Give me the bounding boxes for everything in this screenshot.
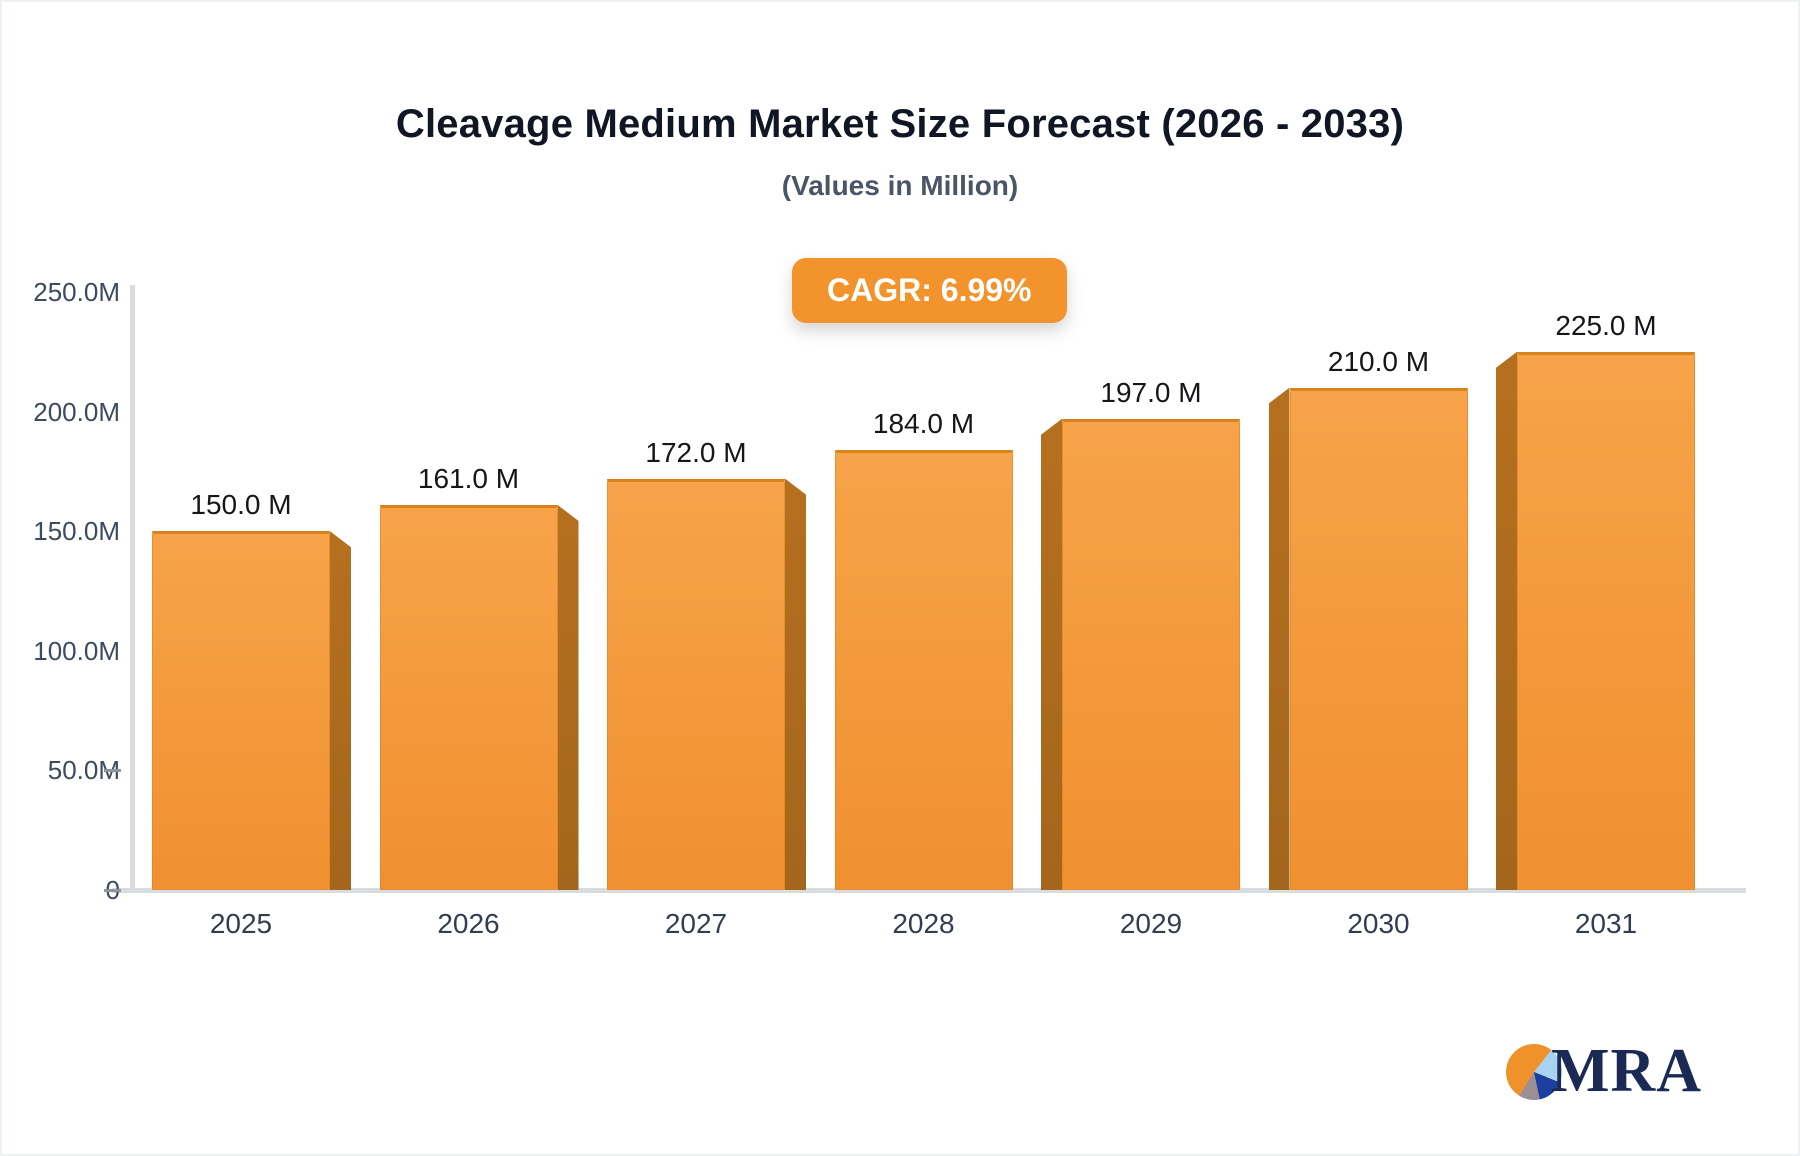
x-axis-line xyxy=(112,888,1746,893)
bar-value-label: 150.0 M xyxy=(190,489,292,521)
bar-3d-side xyxy=(1041,418,1062,890)
cagr-badge: CAGR: 6.99% xyxy=(792,258,1067,323)
y-axis-tick-label: 200.0M xyxy=(33,396,120,427)
y-axis-tick-label: 250.0M xyxy=(33,277,120,307)
bar-value-label: 197.0 M xyxy=(1100,376,1202,408)
y-axis-tick-label: 150.0M xyxy=(33,516,120,547)
x-axis-category-label: 2028 xyxy=(892,908,955,939)
x-axis-category-label: 2025 xyxy=(209,908,273,939)
bar-face[interactable] xyxy=(1517,351,1695,890)
bar-3d-side xyxy=(330,531,351,890)
bar-face[interactable] xyxy=(1289,387,1468,890)
x-axis-category-label: 2030 xyxy=(1347,908,1410,939)
bar-face[interactable] xyxy=(834,449,1013,890)
y-axis-tick-label: 0 xyxy=(2,875,120,905)
chart-title: Cleavage Medium Market Size Forecast (20… xyxy=(395,102,1405,146)
bar-face[interactable] xyxy=(379,504,558,890)
bar-3d-side xyxy=(1496,351,1517,890)
x-axis-category-label: 2027 xyxy=(664,908,728,939)
bar-face[interactable] xyxy=(607,478,785,890)
pie-chart-logo-icon xyxy=(1506,1044,1562,1100)
bar-3d-side xyxy=(1268,387,1290,890)
bar-face[interactable] xyxy=(1062,418,1240,890)
bar-3d-side xyxy=(785,478,806,890)
y-axis-tick-label: 100.0M xyxy=(33,635,120,666)
bar-value-label: 161.0 M xyxy=(417,462,520,494)
y-axis-tick-mark xyxy=(104,769,121,773)
bar-value-label: 172.0 M xyxy=(645,436,747,468)
y-axis-tick-label: 50.0M xyxy=(47,755,120,786)
y-axis-line xyxy=(130,285,135,893)
y-axis-tick-mark xyxy=(104,889,121,892)
chart-subtitle: (Values in Million) xyxy=(781,170,1019,201)
bar-value-label: 210.0 M xyxy=(1327,345,1430,377)
bar-3d-side xyxy=(557,504,579,890)
bar-value-label: 184.0 M xyxy=(872,407,975,439)
bar-value-label: 225.0 M xyxy=(1555,309,1657,341)
x-axis-category-label: 2029 xyxy=(1119,908,1183,939)
brand-logo-text: MRA xyxy=(1551,1037,1703,1105)
x-axis-category-label: 2026 xyxy=(437,908,500,939)
x-axis-category-label: 2031 xyxy=(1574,908,1638,939)
bar-face[interactable] xyxy=(152,531,330,890)
